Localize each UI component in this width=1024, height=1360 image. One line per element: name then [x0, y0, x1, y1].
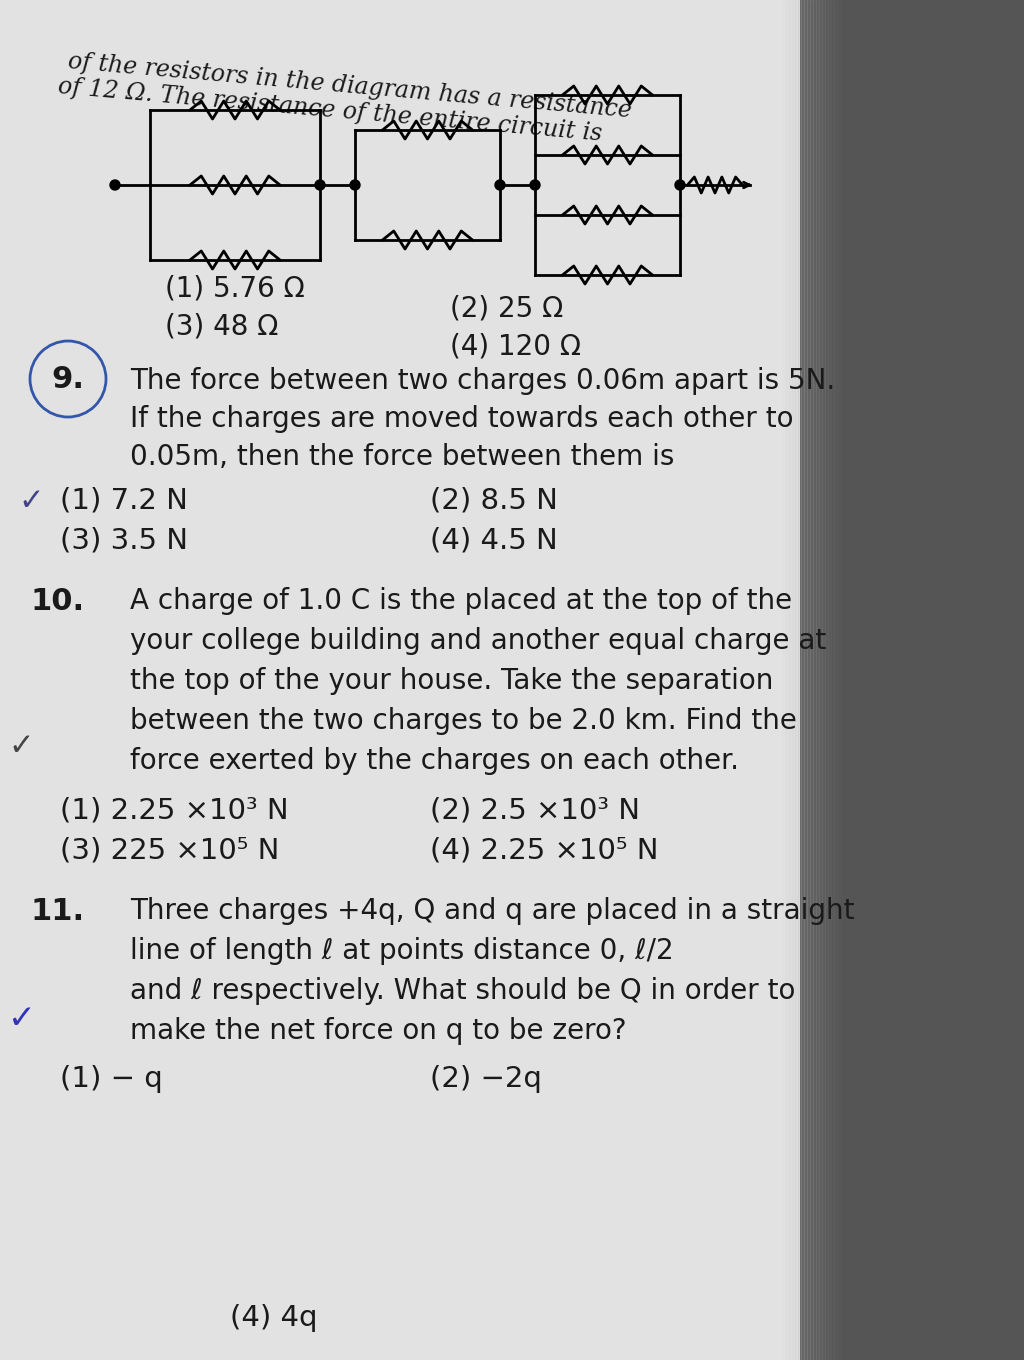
Bar [795, 0, 798, 1360]
Bar [816, 0, 819, 1360]
Polygon shape [0, 0, 820, 1360]
Text: between the two charges to be 2.0 km. Find the: between the two charges to be 2.0 km. Fi… [130, 707, 797, 734]
Text: of 12 Ω. The resistance of the entire circuit is: of 12 Ω. The resistance of the entire ci… [57, 75, 603, 146]
Bar [825, 0, 828, 1360]
Bar [810, 0, 813, 1360]
Text: (2) −2q: (2) −2q [430, 1065, 542, 1093]
Text: force exerted by the charges on each other.: force exerted by the charges on each oth… [130, 747, 739, 775]
Text: ✓: ✓ [8, 1002, 36, 1035]
Text: (3) 3.5 N: (3) 3.5 N [60, 526, 188, 555]
Text: (1) − q: (1) − q [60, 1065, 163, 1093]
Text: 9.: 9. [51, 364, 85, 393]
Text: ✓: ✓ [18, 487, 43, 515]
Text: and ℓ respectively. What should be Q in order to: and ℓ respectively. What should be Q in … [130, 976, 796, 1005]
Circle shape [495, 180, 505, 190]
Text: (1) 7.2 N: (1) 7.2 N [60, 487, 187, 515]
Bar [822, 0, 825, 1360]
Bar [828, 0, 831, 1360]
Bar [807, 0, 810, 1360]
Text: 0.05m, then the force between them is: 0.05m, then the force between them is [130, 443, 675, 471]
Bar [813, 0, 816, 1360]
Text: your college building and another equal charge at: your college building and another equal … [130, 627, 826, 656]
Text: (2) 2.5 ×10³ N: (2) 2.5 ×10³ N [430, 797, 640, 826]
Bar [804, 0, 807, 1360]
Polygon shape [800, 0, 1024, 1360]
Bar [834, 0, 837, 1360]
Text: The force between two charges 0.06m apart is 5N.: The force between two charges 0.06m apar… [130, 367, 836, 394]
Text: (2) 8.5 N: (2) 8.5 N [430, 487, 558, 515]
Text: 11.: 11. [30, 898, 84, 926]
Text: ✓: ✓ [8, 732, 34, 762]
Bar [801, 0, 804, 1360]
Bar [798, 0, 801, 1360]
Circle shape [350, 180, 360, 190]
Text: make the net force on q to be zero?: make the net force on q to be zero? [130, 1017, 627, 1044]
Circle shape [675, 180, 685, 190]
Bar [786, 0, 790, 1360]
Circle shape [530, 180, 540, 190]
Text: (4) 120 Ω: (4) 120 Ω [450, 332, 581, 360]
Text: 10.: 10. [30, 588, 84, 616]
Bar [831, 0, 834, 1360]
Text: A charge of 1.0 C is the placed at the top of the: A charge of 1.0 C is the placed at the t… [130, 588, 793, 615]
Circle shape [315, 180, 325, 190]
Text: (3) 48 Ω: (3) 48 Ω [165, 313, 279, 341]
Text: (4) 4q: (4) 4q [230, 1304, 317, 1331]
Bar [783, 0, 786, 1360]
Text: the top of the your house. Take the separation: the top of the your house. Take the sepa… [130, 666, 773, 695]
Bar [837, 0, 840, 1360]
Text: (1) 5.76 Ω: (1) 5.76 Ω [165, 275, 305, 303]
Circle shape [110, 180, 120, 190]
Text: line of length ℓ at points distance 0, ℓ/2: line of length ℓ at points distance 0, ℓ… [130, 937, 674, 966]
Text: (3) 225 ×10⁵ N: (3) 225 ×10⁵ N [60, 836, 280, 865]
Text: (2) 25 Ω: (2) 25 Ω [450, 294, 563, 322]
Bar [792, 0, 795, 1360]
Text: of the resistors in the diagram has a resistance: of the resistors in the diagram has a re… [68, 50, 633, 122]
Bar [790, 0, 792, 1360]
Text: (4) 4.5 N: (4) 4.5 N [430, 526, 558, 555]
Text: (1) 2.25 ×10³ N: (1) 2.25 ×10³ N [60, 797, 289, 826]
Text: (4) 2.25 ×10⁵ N: (4) 2.25 ×10⁵ N [430, 836, 658, 865]
Bar [780, 0, 783, 1360]
Bar [819, 0, 822, 1360]
Text: If the charges are moved towards each other to: If the charges are moved towards each ot… [130, 405, 794, 432]
Text: Three charges +4q, Q and q are placed in a straight: Three charges +4q, Q and q are placed in… [130, 898, 854, 925]
